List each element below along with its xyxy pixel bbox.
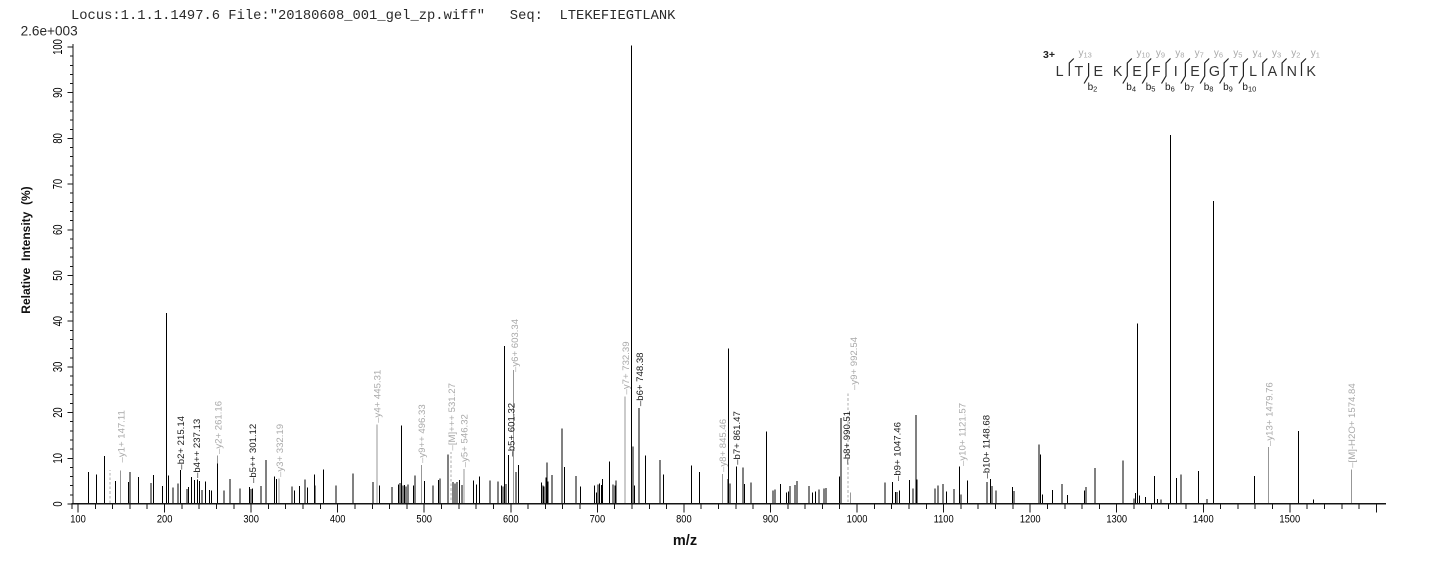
svg-text:–b5+ 601.32: –b5+ 601.32 bbox=[507, 403, 518, 457]
svg-text:1200: 1200 bbox=[1020, 514, 1041, 526]
svg-text:y9: y9 bbox=[1156, 48, 1165, 60]
svg-text:100: 100 bbox=[51, 39, 65, 55]
svg-text:2.6e+003: 2.6e+003 bbox=[21, 23, 78, 38]
svg-text:800: 800 bbox=[676, 514, 692, 526]
svg-text:b4: b4 bbox=[1126, 82, 1136, 94]
svg-text:E: E bbox=[1094, 64, 1104, 80]
svg-text:100: 100 bbox=[70, 514, 86, 526]
svg-text:–y9++ 496.33: –y9++ 496.33 bbox=[417, 404, 428, 463]
svg-text:–y1+ 147.11: –y1+ 147.11 bbox=[116, 410, 127, 462]
svg-text:3+: 3+ bbox=[1043, 49, 1055, 61]
svg-text:90: 90 bbox=[51, 87, 65, 97]
svg-text:–y9+ 992.54: –y9+ 992.54 bbox=[849, 336, 860, 390]
svg-text:80: 80 bbox=[51, 133, 65, 143]
svg-text:300: 300 bbox=[243, 514, 259, 526]
svg-text:y2: y2 bbox=[1291, 48, 1300, 60]
svg-text:400: 400 bbox=[330, 514, 346, 526]
svg-text:b7: b7 bbox=[1184, 82, 1194, 94]
svg-text:–y4+ 445.31: –y4+ 445.31 bbox=[373, 370, 384, 423]
svg-text:–b4++ 237.13: –b4++ 237.13 bbox=[192, 419, 203, 478]
svg-text:–b2+ 215.14: –b2+ 215.14 bbox=[176, 415, 187, 469]
svg-text:y5: y5 bbox=[1233, 48, 1242, 60]
svg-text:b2: b2 bbox=[1088, 82, 1098, 94]
svg-text:–y7+ 732.39: –y7+ 732.39 bbox=[621, 341, 632, 394]
svg-text:1300: 1300 bbox=[1106, 514, 1127, 526]
svg-text:–[M]-H2O+ 1574.84: –[M]-H2O+ 1574.84 bbox=[1347, 383, 1358, 468]
svg-text:1500: 1500 bbox=[1279, 514, 1300, 526]
svg-text:40: 40 bbox=[51, 316, 65, 326]
svg-text:–b7+ 861.47: –b7+ 861.47 bbox=[732, 411, 743, 465]
svg-text:A: A bbox=[1268, 64, 1278, 80]
svg-text:y4: y4 bbox=[1253, 48, 1262, 60]
svg-text:m/z: m/z bbox=[673, 533, 697, 549]
svg-text:–b5++ 301.12: –b5++ 301.12 bbox=[248, 424, 259, 483]
svg-text:y13: y13 bbox=[1079, 48, 1092, 60]
svg-text:b8: b8 bbox=[1204, 82, 1214, 94]
svg-text:y8: y8 bbox=[1175, 48, 1184, 60]
svg-text:200: 200 bbox=[157, 514, 173, 526]
svg-text:–b9+ 1047.46: –b9+ 1047.46 bbox=[893, 422, 904, 481]
svg-text:E: E bbox=[1132, 64, 1142, 80]
svg-text:–y8+ 845.46: –y8+ 845.46 bbox=[718, 419, 729, 472]
svg-text:F: F bbox=[1152, 64, 1161, 80]
svg-text:y7: y7 bbox=[1195, 48, 1204, 60]
svg-text:50: 50 bbox=[51, 270, 65, 280]
svg-text:10: 10 bbox=[51, 453, 65, 463]
svg-text:T: T bbox=[1229, 64, 1238, 80]
svg-text:K: K bbox=[1306, 64, 1316, 80]
svg-text:1100: 1100 bbox=[934, 514, 954, 526]
svg-text:600: 600 bbox=[503, 514, 519, 526]
svg-text:T: T bbox=[1075, 64, 1084, 80]
svg-text:E: E bbox=[1190, 64, 1200, 80]
svg-text:N: N bbox=[1287, 64, 1297, 80]
svg-text:70: 70 bbox=[51, 179, 65, 189]
svg-text:y3: y3 bbox=[1272, 48, 1281, 60]
svg-text:–y2+ 261.16: –y2+ 261.16 bbox=[213, 401, 224, 454]
svg-text:–[M]+++ 531.27: –[M]+++ 531.27 bbox=[447, 383, 458, 450]
svg-text:30: 30 bbox=[51, 362, 65, 372]
svg-text:500: 500 bbox=[416, 514, 432, 526]
svg-text:b9: b9 bbox=[1223, 82, 1233, 94]
svg-text:20: 20 bbox=[51, 407, 65, 417]
svg-text:L: L bbox=[1056, 64, 1064, 80]
svg-text:y1: y1 bbox=[1311, 48, 1320, 60]
svg-text:0: 0 bbox=[51, 501, 65, 506]
svg-text:–b8+ 990.51: –b8+ 990.51 bbox=[842, 411, 853, 465]
svg-text:L: L bbox=[1249, 64, 1257, 80]
svg-text:b10: b10 bbox=[1242, 82, 1256, 94]
svg-text:60: 60 bbox=[51, 225, 65, 235]
svg-text:–b6+ 748.38: –b6+ 748.38 bbox=[635, 352, 646, 406]
svg-text:–y5+ 546.32: –y5+ 546.32 bbox=[460, 414, 471, 467]
svg-text:1000: 1000 bbox=[847, 514, 868, 526]
svg-text:I: I bbox=[1174, 64, 1178, 80]
svg-text:1400: 1400 bbox=[1193, 514, 1214, 526]
svg-text:–y3+ 332.19: –y3+ 332.19 bbox=[275, 424, 286, 477]
svg-text:G: G bbox=[1209, 64, 1220, 80]
svg-text:–y13+ 1479.76: –y13+ 1479.76 bbox=[1265, 382, 1276, 446]
svg-text:y6: y6 bbox=[1214, 48, 1223, 60]
svg-text:–y6+ 603.34: –y6+ 603.34 bbox=[510, 318, 521, 372]
svg-text:b5: b5 bbox=[1146, 82, 1156, 94]
svg-text:–b10+ 1148.68: –b10+ 1148.68 bbox=[981, 415, 992, 479]
svg-text:–y10+ 1121.57: –y10+ 1121.57 bbox=[957, 403, 968, 466]
svg-text:900: 900 bbox=[763, 514, 779, 526]
svg-text:y10: y10 bbox=[1137, 48, 1150, 60]
svg-text:b6: b6 bbox=[1165, 82, 1175, 94]
svg-text:Locus:1.1.1.1497.6 File:"20180: Locus:1.1.1.1497.6 File:"20180608_001_ge… bbox=[71, 8, 676, 24]
svg-text:K: K bbox=[1113, 64, 1123, 80]
svg-text:700: 700 bbox=[590, 514, 606, 526]
svg-text:Relative Intensity (%): Relative Intensity (%) bbox=[19, 186, 33, 313]
